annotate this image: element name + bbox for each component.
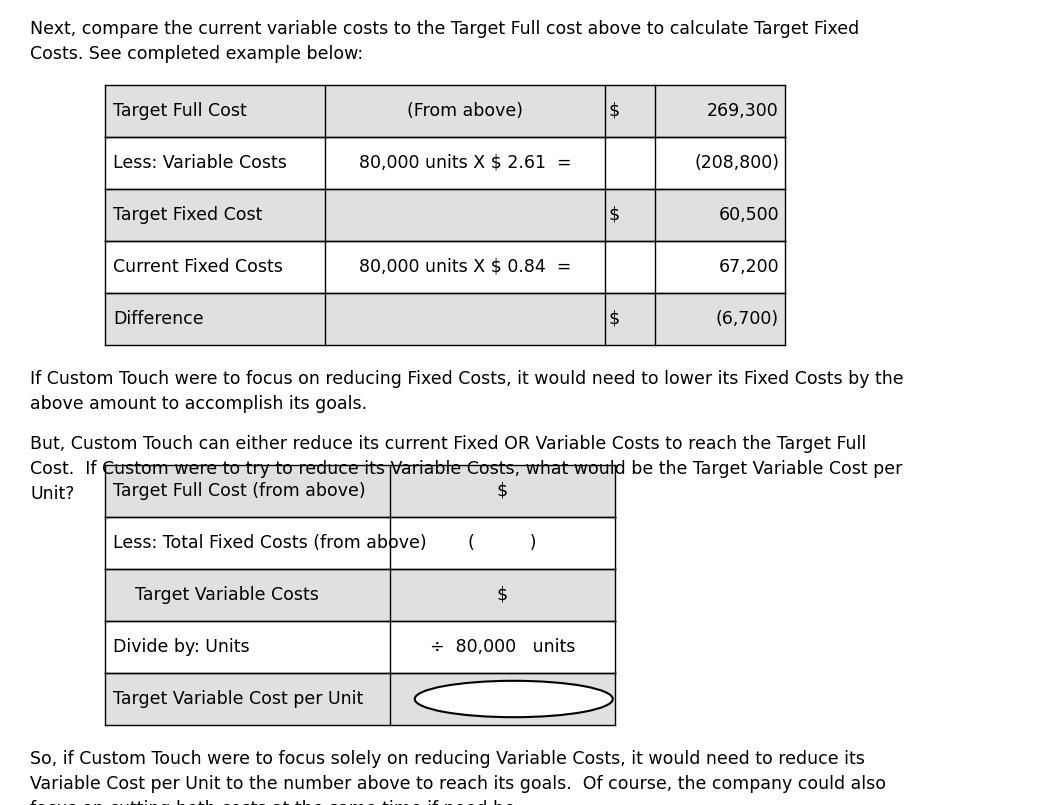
Bar: [105, 569, 615, 621]
Text: 269,300: 269,300: [708, 102, 779, 120]
Text: Target Variable Costs: Target Variable Costs: [114, 586, 319, 604]
Text: $: $: [609, 102, 621, 120]
Text: $: $: [497, 690, 508, 708]
Text: Target Full Cost: Target Full Cost: [114, 102, 247, 120]
Bar: [105, 673, 615, 725]
Text: $: $: [497, 586, 508, 604]
Text: $: $: [497, 482, 508, 500]
Text: ÷  80,000   units: ÷ 80,000 units: [430, 638, 575, 656]
Text: But, Custom Touch can either reduce its current Fixed OR Variable Costs to reach: But, Custom Touch can either reduce its …: [30, 435, 902, 503]
Text: Target Variable Cost per Unit: Target Variable Cost per Unit: [114, 690, 363, 708]
Text: (          ): ( ): [468, 534, 537, 552]
Text: $: $: [609, 310, 621, 328]
Text: $: $: [609, 206, 621, 224]
Text: Difference: Difference: [114, 310, 204, 328]
Text: Divide by: Units: Divide by: Units: [114, 638, 249, 656]
Bar: [105, 293, 785, 345]
Text: So, if Custom Touch were to focus solely on reducing Variable Costs, it would ne: So, if Custom Touch were to focus solely…: [30, 750, 886, 805]
Bar: [105, 85, 785, 137]
Ellipse shape: [415, 681, 613, 717]
Text: Target Full Cost (from above): Target Full Cost (from above): [114, 482, 366, 500]
Text: 80,000 units X $ 0.84  =: 80,000 units X $ 0.84 =: [359, 258, 571, 276]
Bar: [105, 189, 785, 241]
Text: Less: Variable Costs: Less: Variable Costs: [114, 154, 286, 172]
Text: Target Fixed Cost: Target Fixed Cost: [114, 206, 262, 224]
Text: 60,500: 60,500: [718, 206, 779, 224]
Text: (6,700): (6,700): [716, 310, 779, 328]
Text: Less: Total Fixed Costs (from above): Less: Total Fixed Costs (from above): [114, 534, 427, 552]
Text: (208,800): (208,800): [694, 154, 779, 172]
Text: (From above): (From above): [407, 102, 523, 120]
Text: Current Fixed Costs: Current Fixed Costs: [114, 258, 283, 276]
Text: If Custom Touch were to focus on reducing Fixed Costs, it would need to lower it: If Custom Touch were to focus on reducin…: [30, 370, 904, 413]
Text: Next, compare the current variable costs to the Target Full cost above to calcul: Next, compare the current variable costs…: [30, 20, 859, 63]
Text: 67,200: 67,200: [718, 258, 779, 276]
Text: 80,000 units X $ 2.61  =: 80,000 units X $ 2.61 =: [359, 154, 571, 172]
Bar: [105, 465, 615, 517]
